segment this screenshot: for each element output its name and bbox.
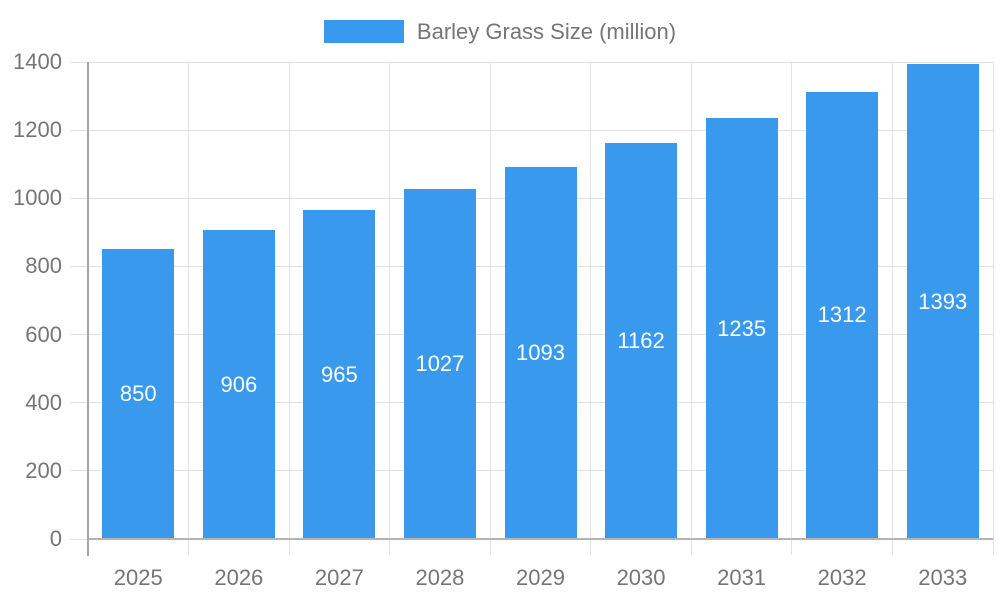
bar	[303, 210, 376, 539]
gridline-horizontal	[70, 129, 993, 131]
bar	[202, 230, 275, 539]
x-tick-label: 2033	[918, 565, 968, 590]
x-tick-label: 2028	[415, 565, 465, 590]
legend-swatch	[323, 20, 404, 43]
bar-value-label: 965	[321, 361, 358, 387]
bar-value-label: 1235	[717, 315, 767, 341]
x-tick-label: 2027	[314, 565, 364, 590]
bar	[403, 189, 476, 539]
y-tick-label: 0	[49, 526, 62, 551]
bar-value-label: 1027	[415, 351, 465, 377]
x-tick-label: 2032	[817, 565, 867, 590]
bar	[906, 64, 979, 539]
bar	[705, 118, 778, 539]
gridline-vertical	[188, 62, 190, 555]
x-tick-label: 2025	[113, 565, 163, 590]
bar-value-label: 1312	[817, 302, 867, 328]
bar-value-label: 1162	[617, 328, 665, 354]
x-tick-label: 2031	[717, 565, 767, 590]
y-tick-label: 1000	[13, 185, 62, 211]
y-axis-line	[87, 62, 89, 556]
gridline-vertical	[590, 62, 592, 555]
bar	[605, 143, 678, 539]
bar-value-label: 850	[119, 381, 157, 407]
gridline-vertical	[992, 62, 994, 555]
gridline-vertical	[791, 62, 793, 555]
gridline-horizontal	[70, 61, 993, 63]
y-axis-zero-tick	[70, 538, 88, 540]
bar	[504, 166, 577, 539]
bar	[806, 91, 879, 539]
y-tick-label: 600	[25, 321, 62, 347]
legend: Barley Grass Size (million)	[0, 20, 1000, 43]
y-tick-label: 1400	[13, 49, 62, 74]
x-tick-label: 2029	[516, 565, 565, 590]
gridline-vertical	[489, 62, 491, 555]
gridline-vertical	[891, 62, 893, 555]
gridline-vertical	[389, 62, 391, 555]
x-tick-label: 2030	[616, 565, 666, 590]
bar-value-label: 1393	[918, 288, 968, 314]
x-axis-line	[88, 538, 993, 540]
y-tick-label: 200	[25, 457, 62, 483]
y-tick-label: 800	[25, 253, 62, 279]
legend-label: Barley Grass Size (million)	[416, 19, 677, 44]
y-tick-label: 1200	[13, 117, 62, 143]
x-tick-label: 2026	[214, 565, 264, 590]
gridline-vertical	[288, 62, 290, 555]
y-tick-label: 400	[25, 389, 62, 415]
bar-value-label: 906	[220, 371, 258, 397]
gridline-vertical	[690, 62, 692, 555]
bar-value-label: 1093	[516, 339, 565, 365]
bar	[102, 249, 175, 539]
